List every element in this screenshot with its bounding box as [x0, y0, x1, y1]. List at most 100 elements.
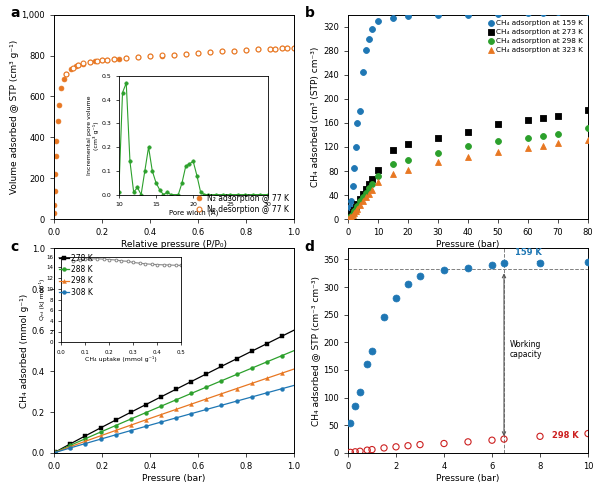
- N₂ adsorption @ 77 K: [72, 63, 79, 69]
- N₂ desorption @ 77 K: [122, 55, 130, 61]
- N₂ adsorption @ 77 K: [266, 46, 274, 52]
- 288 K: [206, 383, 213, 389]
- Point: [346, 419, 355, 427]
- N₂ adsorption @ 77 K: [283, 45, 290, 51]
- CH₄ adsorption at 323 K: [348, 211, 358, 219]
- 298 K: [194, 399, 201, 405]
- CH₄ adsorption at 298 K: [349, 207, 359, 215]
- CH₄ adsorption at 323 K: [433, 158, 443, 166]
- 308 K: [290, 382, 298, 388]
- CH₄ adsorption at 323 K: [523, 144, 533, 152]
- CH₄ adsorption at 298 K: [358, 193, 368, 201]
- N₂ desorption @ 77 K: [146, 53, 154, 59]
- Point: [499, 435, 509, 443]
- N₂ desorption @ 77 K: [103, 56, 110, 62]
- 308 K: [157, 419, 164, 425]
- N₂ adsorption @ 77 K: [98, 57, 106, 63]
- CH₄ adsorption at 298 K: [364, 185, 374, 192]
- CH₄ adsorption at 273 K: [403, 140, 413, 148]
- CH₄ adsorption at 298 K: [344, 214, 354, 222]
- N₂ desorption @ 77 K: [266, 46, 274, 52]
- CH₄ adsorption at 273 K: [344, 214, 354, 222]
- N₂ adsorption @ 77 K: [194, 50, 202, 56]
- N₂ desorption @ 77 K: [134, 54, 142, 60]
- CH₄ adsorption at 298 K: [388, 160, 398, 168]
- Y-axis label: Volume adsorbed @ STP (cm³ g⁻¹): Volume adsorbed @ STP (cm³ g⁻¹): [10, 40, 19, 194]
- CH₄ adsorption at 273 K: [493, 120, 503, 128]
- CH₄ adsorption at 298 K: [553, 130, 563, 138]
- N₂ adsorption @ 77 K: [91, 58, 98, 64]
- CH₄ adsorption at 273 K: [373, 166, 383, 174]
- CH₄ adsorption at 273 K: [358, 190, 368, 198]
- CH₄ adsorption at 273 K: [583, 106, 593, 113]
- N₂ desorption @ 77 K: [86, 59, 94, 65]
- N₂ adsorption @ 77 K: [58, 85, 65, 91]
- CH₄ adsorption at 323 K: [583, 136, 593, 144]
- CH₄ adsorption at 273 K: [346, 210, 356, 218]
- N₂ desorption @ 77 K: [254, 46, 262, 52]
- CH₄ adsorption at 273 K: [352, 200, 362, 208]
- Point: [346, 449, 355, 456]
- N₂ desorption @ 77 K: [182, 51, 190, 57]
- CH₄ adsorption at 159 K: [355, 107, 365, 115]
- Text: 298 K: 298 K: [552, 431, 578, 440]
- Y-axis label: CH₄ adsorbed (mmol g⁻¹): CH₄ adsorbed (mmol g⁻¹): [20, 294, 29, 408]
- Line: 288 K: 288 K: [53, 349, 296, 454]
- N₂ adsorption @ 77 K: [115, 56, 122, 62]
- CH₄ adsorption at 323 K: [346, 213, 355, 221]
- N₂ desorption @ 77 K: [242, 47, 250, 53]
- CH₄ adsorption at 298 K: [433, 149, 443, 157]
- N₂ adsorption @ 77 K: [182, 51, 190, 57]
- CH₄ adsorption at 298 K: [538, 132, 548, 140]
- N₂ desorption @ 77 K: [283, 45, 290, 51]
- N₂ adsorption @ 77 K: [54, 118, 61, 124]
- N₂ adsorption @ 77 K: [79, 61, 86, 67]
- 298 K: [215, 392, 222, 398]
- 288 K: [194, 388, 201, 394]
- N₂ adsorption @ 77 K: [52, 171, 59, 177]
- N₂ adsorption @ 77 K: [271, 46, 278, 52]
- CH₄ adsorption at 323 K: [352, 205, 362, 213]
- Point: [403, 442, 413, 450]
- 298 K: [197, 398, 204, 404]
- 288 K: [263, 359, 271, 365]
- 278 K: [197, 374, 204, 380]
- X-axis label: Pressure (bar): Pressure (bar): [436, 240, 500, 249]
- CH₄ adsorption at 159 K: [361, 46, 371, 54]
- 308 K: [52, 450, 59, 455]
- CH₄ adsorption at 323 K: [364, 190, 374, 198]
- 288 K: [215, 379, 222, 385]
- CH₄ adsorption at 298 K: [352, 202, 362, 210]
- CH₄ adsorption at 159 K: [553, 8, 563, 16]
- N₂ desorption @ 77 K: [70, 65, 77, 71]
- CH₄ adsorption at 273 K: [433, 134, 443, 142]
- 278 K: [157, 394, 164, 400]
- Line: 278 K: 278 K: [53, 328, 296, 454]
- N₂ adsorption @ 77 K: [230, 48, 238, 54]
- 278 K: [52, 450, 59, 455]
- N₂ desorption @ 77 K: [290, 45, 298, 51]
- CH₄ adsorption at 159 K: [350, 143, 360, 151]
- CH₄ adsorption at 298 K: [463, 142, 473, 150]
- CH₄ adsorption at 159 K: [493, 10, 503, 18]
- X-axis label: Pressure (bar): Pressure (bar): [436, 474, 500, 483]
- CH₄ adsorption at 298 K: [403, 156, 413, 164]
- N₂ adsorption @ 77 K: [62, 71, 70, 77]
- 288 K: [157, 403, 164, 409]
- 308 K: [206, 406, 213, 412]
- N₂ adsorption @ 77 K: [55, 102, 62, 108]
- N₂ desorption @ 77 K: [158, 53, 166, 58]
- N₂ desorption @ 77 K: [278, 45, 286, 51]
- Point: [487, 436, 497, 444]
- CH₄ adsorption at 159 K: [344, 209, 354, 217]
- CH₄ adsorption at 159 K: [523, 10, 533, 18]
- Point: [463, 264, 473, 272]
- CH₄ adsorption at 323 K: [373, 178, 383, 186]
- CH₄ adsorption at 323 K: [349, 209, 359, 217]
- CH₄ adsorption at 159 K: [463, 11, 473, 19]
- Text: a: a: [11, 6, 20, 20]
- CH₄ adsorption at 273 K: [349, 206, 359, 213]
- N₂ adsorption @ 77 K: [53, 138, 60, 144]
- N₂ adsorption @ 77 K: [158, 53, 166, 58]
- Point: [355, 448, 365, 455]
